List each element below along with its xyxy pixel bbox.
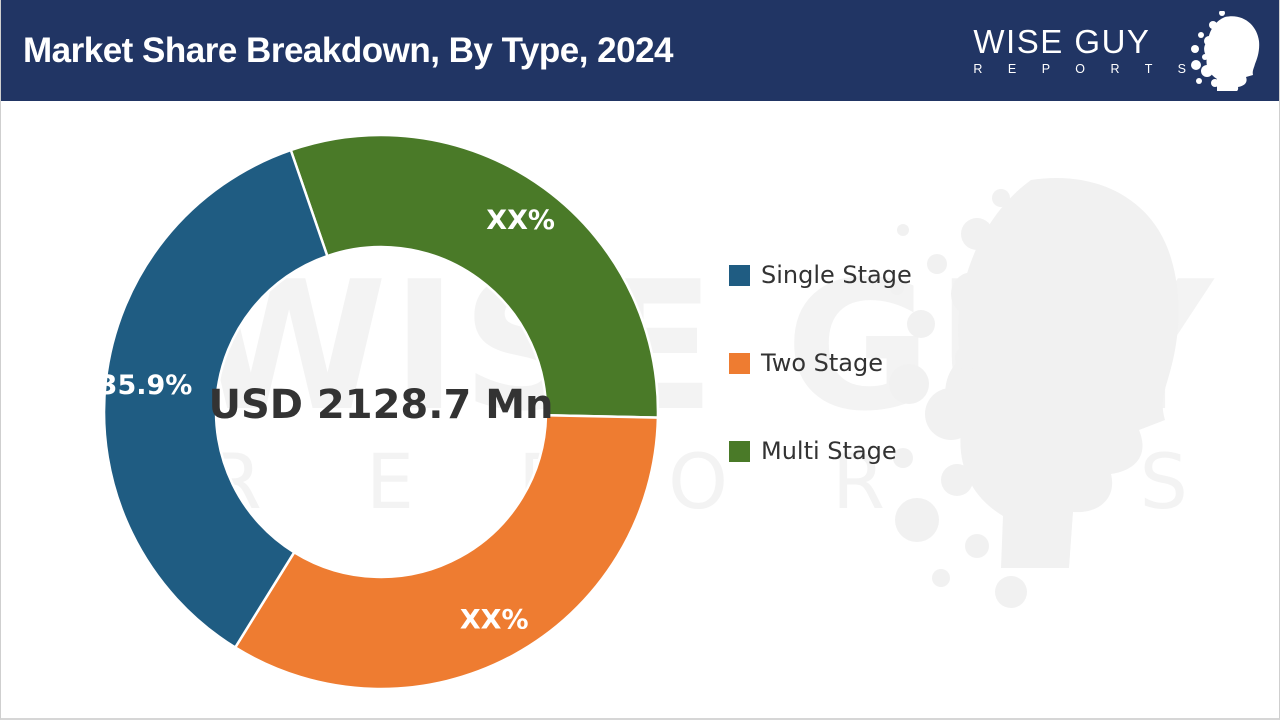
donut-slice-two-stage: [233, 414, 660, 691]
legend-label: Single Stage: [761, 261, 912, 289]
donut-slice-multi-stage: [289, 133, 660, 419]
logo-wordmark: WISE GUY: [973, 23, 1151, 60]
donut-slice-single-stage: [102, 148, 329, 649]
center-value: USD 2128.7 Mn: [208, 382, 554, 428]
legend-item-multi-stage: Multi Stage: [729, 436, 912, 466]
header-bar: Market Share Breakdown, By Type, 2024 WI…: [1, 0, 1279, 101]
slice-label-single-stage: 35.9%: [99, 370, 193, 401]
page-title: Market Share Breakdown, By Type, 2024: [23, 30, 674, 70]
legend-item-single-stage: Single Stage: [729, 260, 912, 290]
legend-swatch-two-stage: [729, 352, 750, 374]
legend: Single Stage Two Stage Multi Stage: [729, 260, 912, 524]
logo-subtext: R E P O R T S: [973, 62, 1197, 76]
slice-label-two-stage: XX%: [460, 605, 529, 636]
slice-label-multi-stage: XX%: [486, 205, 555, 236]
logo-face-icon: [1191, 10, 1260, 91]
logo: WISE GUY R E P O R T S: [973, 10, 1261, 91]
legend-label: Two Stage: [761, 349, 883, 377]
legend-label: Multi Stage: [761, 437, 897, 465]
legend-swatch-multi-stage: [729, 440, 750, 462]
legend-item-two-stage: Two Stage: [729, 348, 912, 378]
legend-swatch-single-stage: [729, 264, 750, 286]
